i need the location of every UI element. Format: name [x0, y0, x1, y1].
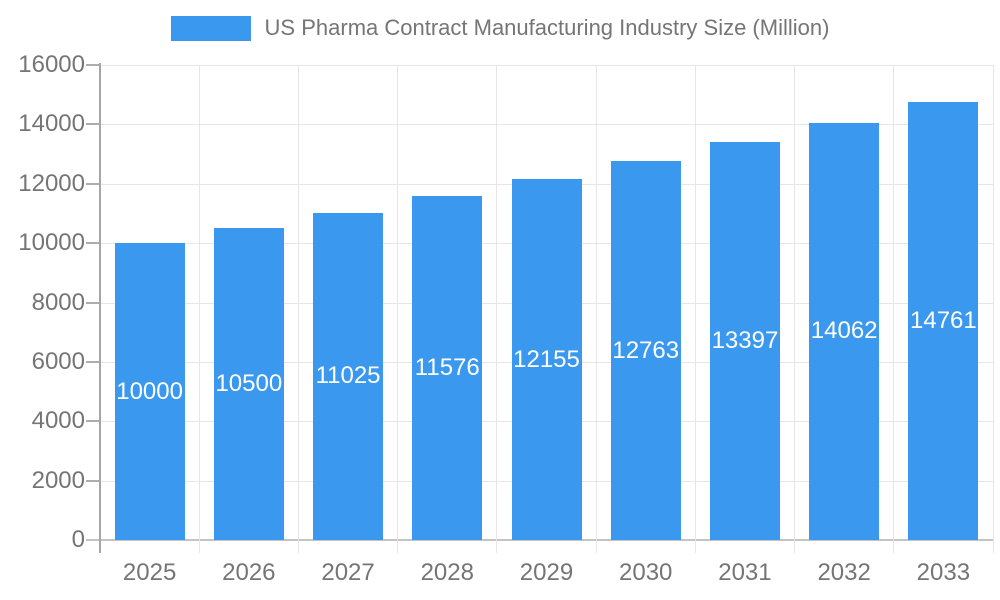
bar-value-label: 12155: [513, 345, 580, 373]
bar-2033[interactable]: 14761: [908, 101, 979, 540]
y-axis-label: 6000: [31, 347, 85, 375]
bar-value-label: 14062: [810, 317, 878, 345]
y-axis-label: 8000: [31, 288, 85, 316]
category-gridline: [397, 65, 399, 553]
x-axis-label: 2032: [817, 559, 871, 586]
bar-2025[interactable]: 10000: [114, 243, 185, 540]
y-tick-mark: [86, 479, 100, 482]
bar-2031[interactable]: 13397: [709, 142, 780, 540]
y-tick-mark: [86, 242, 100, 245]
bar-2029[interactable]: 12155: [511, 179, 582, 540]
zero-gridline: [86, 539, 993, 541]
bar-value-label: 10000: [116, 377, 183, 405]
category-gridline: [297, 65, 299, 553]
y-tick-mark: [86, 420, 100, 423]
category-gridline: [694, 65, 696, 553]
bar-value-label: 14761: [910, 306, 977, 334]
y-axis-label: 4000: [31, 407, 85, 435]
legend-swatch-icon[interactable]: [170, 15, 251, 41]
x-axis-label: 2033: [916, 559, 971, 586]
bar-2028[interactable]: 11576: [412, 196, 483, 540]
bar-2032[interactable]: 14062: [809, 122, 880, 540]
bar-2030[interactable]: 12763: [610, 161, 681, 540]
y-axis-label: 10000: [18, 229, 85, 257]
x-axis-label: 2028: [420, 559, 474, 586]
x-axis-label: 2027: [321, 559, 375, 586]
bar-value-label: 10500: [215, 370, 283, 398]
y-axis-line: [99, 63, 101, 553]
y-gridline: [100, 65, 993, 66]
category-gridline: [794, 65, 796, 553]
legend-label[interactable]: US Pharma Contract Manufacturing Industr…: [264, 15, 830, 40]
bar-value-label: 13397: [711, 327, 779, 355]
y-axis-label: 0: [71, 526, 85, 553]
x-axis-label: 2031: [718, 559, 772, 586]
chart-legend: US Pharma Contract Manufacturing Industr…: [0, 15, 1000, 41]
y-axis-label: 14000: [18, 110, 85, 138]
y-tick-mark: [86, 360, 100, 363]
y-axis-label: 16000: [18, 51, 85, 78]
bar-2027[interactable]: 11025: [313, 212, 384, 540]
y-axis-label: 2000: [31, 466, 85, 494]
x-axis-label: 2026: [222, 559, 276, 586]
bar-value-label: 11025: [315, 362, 381, 390]
category-gridline: [496, 65, 498, 553]
y-tick-mark: [86, 301, 100, 304]
x-axis-label: 2030: [619, 559, 673, 586]
x-axis-label: 2029: [519, 559, 574, 586]
y-gridline: [100, 124, 993, 126]
category-gridline: [595, 65, 597, 553]
bar-2026[interactable]: 10500: [213, 228, 284, 540]
y-tick-mark: [86, 123, 100, 126]
category-gridline: [992, 65, 994, 553]
category-gridline: [198, 65, 200, 553]
bar-value-label: 12763: [612, 336, 680, 364]
y-axis-label: 12000: [18, 169, 85, 197]
bar-value-label: 11576: [414, 354, 480, 382]
x-axis-label: 2025: [122, 559, 177, 586]
y-tick-mark: [86, 64, 100, 66]
y-tick-mark: [86, 182, 100, 185]
category-gridline: [893, 65, 895, 553]
